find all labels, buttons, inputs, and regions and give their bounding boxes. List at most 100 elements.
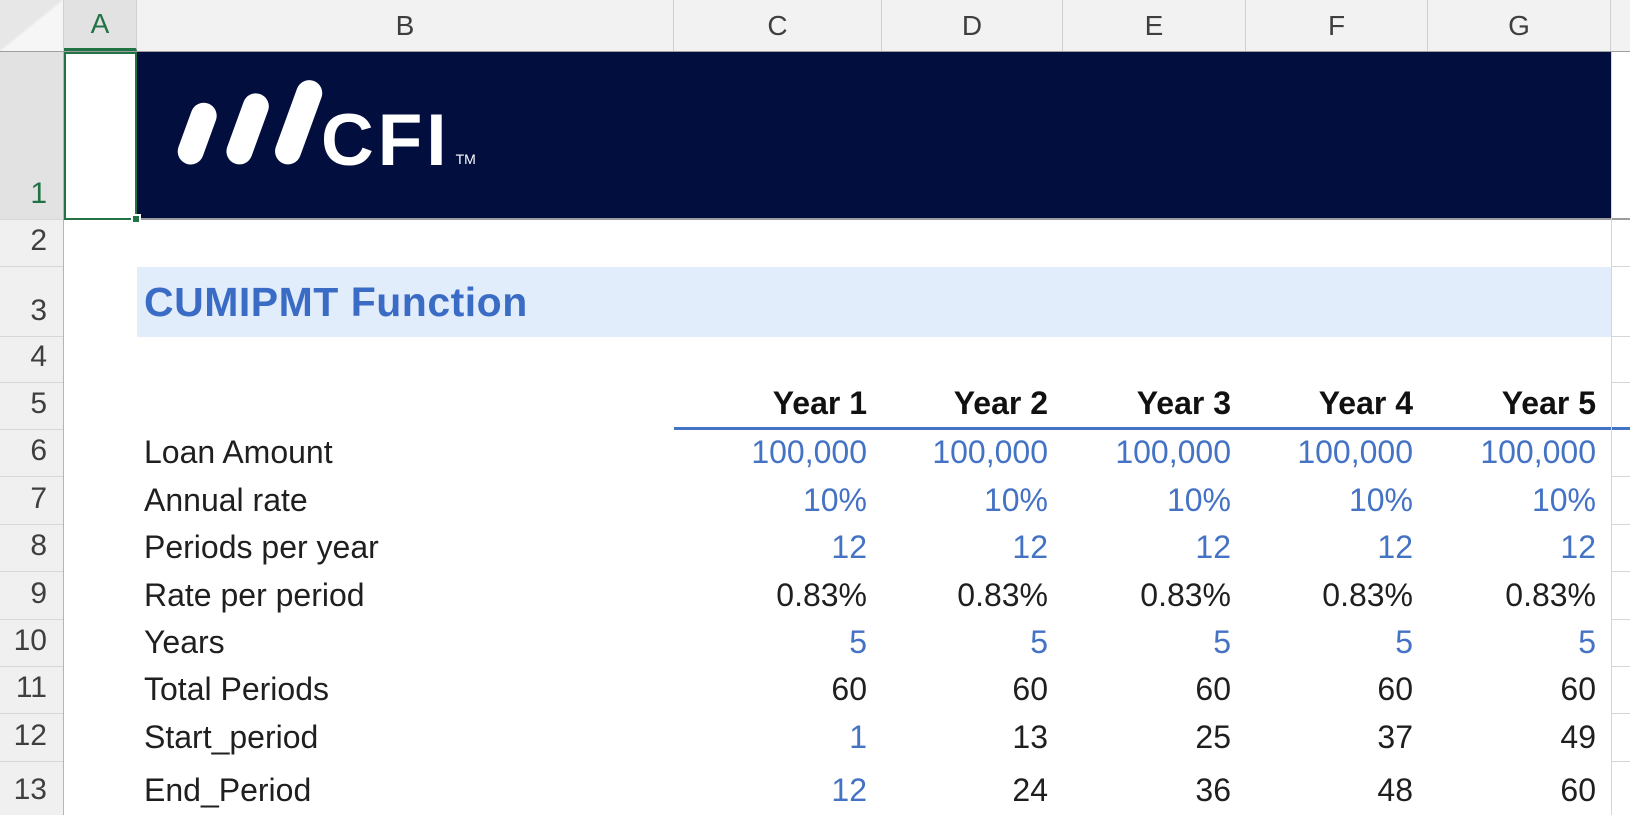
column-header-a[interactable]: A xyxy=(64,0,137,51)
cell-g9[interactable]: 0.83% xyxy=(1505,577,1596,613)
cell-e5-year-header[interactable]: Year 3 xyxy=(1063,383,1246,430)
cell-d13[interactable]: 24 xyxy=(1012,772,1048,808)
row-header-6[interactable]: 6 xyxy=(0,430,63,477)
logo-bar-icon xyxy=(271,76,326,169)
column-header-b[interactable]: B xyxy=(137,0,674,51)
row-header-1[interactable]: 1 xyxy=(0,52,63,220)
cell-d5-year-header[interactable]: Year 2 xyxy=(882,383,1063,430)
column-header-h-sliver[interactable] xyxy=(1611,0,1630,51)
cell-g5-year-header[interactable]: Year 5 xyxy=(1428,383,1611,430)
logo-bar-icon xyxy=(174,99,221,169)
gridline-segment xyxy=(1612,620,1630,667)
gridline-segment xyxy=(1612,525,1630,572)
page-title: CUMIPMT Function xyxy=(144,278,528,325)
cell-g8[interactable]: 12 xyxy=(1560,529,1596,565)
cell-g7[interactable]: 10% xyxy=(1531,482,1596,518)
cell-c10[interactable]: 5 xyxy=(849,624,867,660)
cell-f6[interactable]: 100,000 xyxy=(1297,434,1413,470)
cell-e10[interactable]: 5 xyxy=(1213,624,1231,660)
cell-e12[interactable]: 25 xyxy=(1195,719,1231,755)
cell-c5-year-header[interactable]: Year 1 xyxy=(674,383,882,430)
cfi-logo-bars-icon xyxy=(174,76,326,169)
gridline-segment xyxy=(1612,762,1630,815)
logo-bar-icon xyxy=(222,89,273,169)
cell-c8[interactable]: 12 xyxy=(831,529,867,565)
cell-e11[interactable]: 60 xyxy=(1195,671,1231,707)
column-header-e[interactable]: E xyxy=(1063,0,1246,51)
row-header-13[interactable]: 13 xyxy=(13,773,47,806)
row-header-4[interactable]: 4 xyxy=(0,337,63,383)
title-band-cell[interactable]: CUMIPMT Function xyxy=(137,267,1611,337)
cell-b9-row-label[interactable]: Rate per period xyxy=(144,577,365,613)
row-header-3[interactable]: 3 xyxy=(0,267,63,337)
column-header-c[interactable]: C xyxy=(674,0,882,51)
sheet-body: 1 2 3 4 5 6 7 8 9 10 11 12 13 xyxy=(0,52,1630,815)
cell-b7-row-label[interactable]: Annual rate xyxy=(144,482,308,518)
cell-b8-row-label[interactable]: Periods per year xyxy=(144,529,379,565)
active-cell-a1[interactable] xyxy=(64,52,141,224)
cell-f12[interactable]: 37 xyxy=(1377,719,1413,755)
cell-d8[interactable]: 12 xyxy=(1012,529,1048,565)
cell-d10[interactable]: 5 xyxy=(1030,624,1048,660)
column-header-f[interactable]: F xyxy=(1246,0,1428,51)
cell-d9[interactable]: 0.83% xyxy=(957,577,1048,613)
cfi-logo: CFI TM xyxy=(174,76,476,177)
cell-b13-row-label[interactable]: End_Period xyxy=(144,772,312,808)
gridline-segment xyxy=(1612,477,1630,525)
gridline-segment xyxy=(1612,667,1630,714)
column-h-sliver[interactable] xyxy=(1611,52,1630,815)
cell-g13[interactable]: 60 xyxy=(1560,772,1596,808)
cell-f8[interactable]: 12 xyxy=(1377,529,1413,565)
cell-c9[interactable]: 0.83% xyxy=(776,577,867,613)
cell-f5-year-header[interactable]: Year 4 xyxy=(1246,383,1428,430)
cell-g11[interactable]: 60 xyxy=(1560,671,1596,707)
cell-e8[interactable]: 12 xyxy=(1195,529,1231,565)
cell-b10-row-label[interactable]: Years xyxy=(144,624,225,660)
cell-c11[interactable]: 60 xyxy=(831,671,867,707)
cell-d12[interactable]: 13 xyxy=(1012,719,1048,755)
cell-e7[interactable]: 10% xyxy=(1166,482,1231,518)
cell-g6[interactable]: 100,000 xyxy=(1480,434,1596,470)
cell-e6[interactable]: 100,000 xyxy=(1115,434,1231,470)
trademark-symbol: TM xyxy=(455,151,476,167)
cell-e13[interactable]: 36 xyxy=(1195,772,1231,808)
gridline-segment xyxy=(1612,267,1630,337)
cell-f11[interactable]: 60 xyxy=(1377,671,1413,707)
column-header-g[interactable]: G xyxy=(1428,0,1611,51)
cell-g12[interactable]: 49 xyxy=(1560,719,1596,755)
cell-c6[interactable]: 100,000 xyxy=(751,434,867,470)
row-header-9[interactable]: 9 xyxy=(0,572,63,620)
select-all-corner[interactable] xyxy=(0,0,64,51)
cell-f9[interactable]: 0.83% xyxy=(1322,577,1413,613)
cell-f10[interactable]: 5 xyxy=(1395,624,1413,660)
row-header-8[interactable]: 8 xyxy=(0,525,63,572)
row-header-7[interactable]: 7 xyxy=(0,477,63,525)
row-header-10[interactable]: 10 xyxy=(0,620,63,667)
row-header-column: 1 2 3 4 5 6 7 8 9 10 11 12 13 xyxy=(0,52,64,815)
cell-b11-row-label[interactable]: Total Periods xyxy=(144,671,329,707)
column-header-d[interactable]: D xyxy=(882,0,1063,51)
row-header-2[interactable]: 2 xyxy=(0,220,63,267)
cell-b12-row-label[interactable]: Start_period xyxy=(144,719,319,755)
cell-g10[interactable]: 5 xyxy=(1578,624,1596,660)
row-header-12[interactable]: 12 xyxy=(0,714,63,762)
cell-b6-row-label[interactable]: Loan Amount xyxy=(144,434,333,470)
cell-f7[interactable]: 10% xyxy=(1348,482,1413,518)
cell-e9[interactable]: 0.83% xyxy=(1140,577,1231,613)
row-header-5[interactable]: 5 xyxy=(0,383,63,430)
gridline-segment xyxy=(1612,714,1630,762)
row-header-11[interactable]: 11 xyxy=(0,667,63,714)
gridline-segment xyxy=(1612,337,1630,383)
cell-c13[interactable]: 12 xyxy=(831,772,867,808)
cell-c12[interactable]: 1 xyxy=(849,719,867,755)
cell-d7[interactable]: 10% xyxy=(983,482,1048,518)
cell-grid: CFI TM CUMIPMT Function Year 1 Year 2 Ye… xyxy=(64,52,1630,815)
banner-cell[interactable]: CFI TM xyxy=(137,52,1611,220)
cfi-logo-text: CFI xyxy=(321,99,451,181)
cell-d11[interactable]: 60 xyxy=(1012,671,1048,707)
fill-handle[interactable] xyxy=(131,214,141,224)
cell-c7[interactable]: 10% xyxy=(802,482,867,518)
cell-f13[interactable]: 48 xyxy=(1377,772,1413,808)
cell-d6[interactable]: 100,000 xyxy=(932,434,1048,470)
